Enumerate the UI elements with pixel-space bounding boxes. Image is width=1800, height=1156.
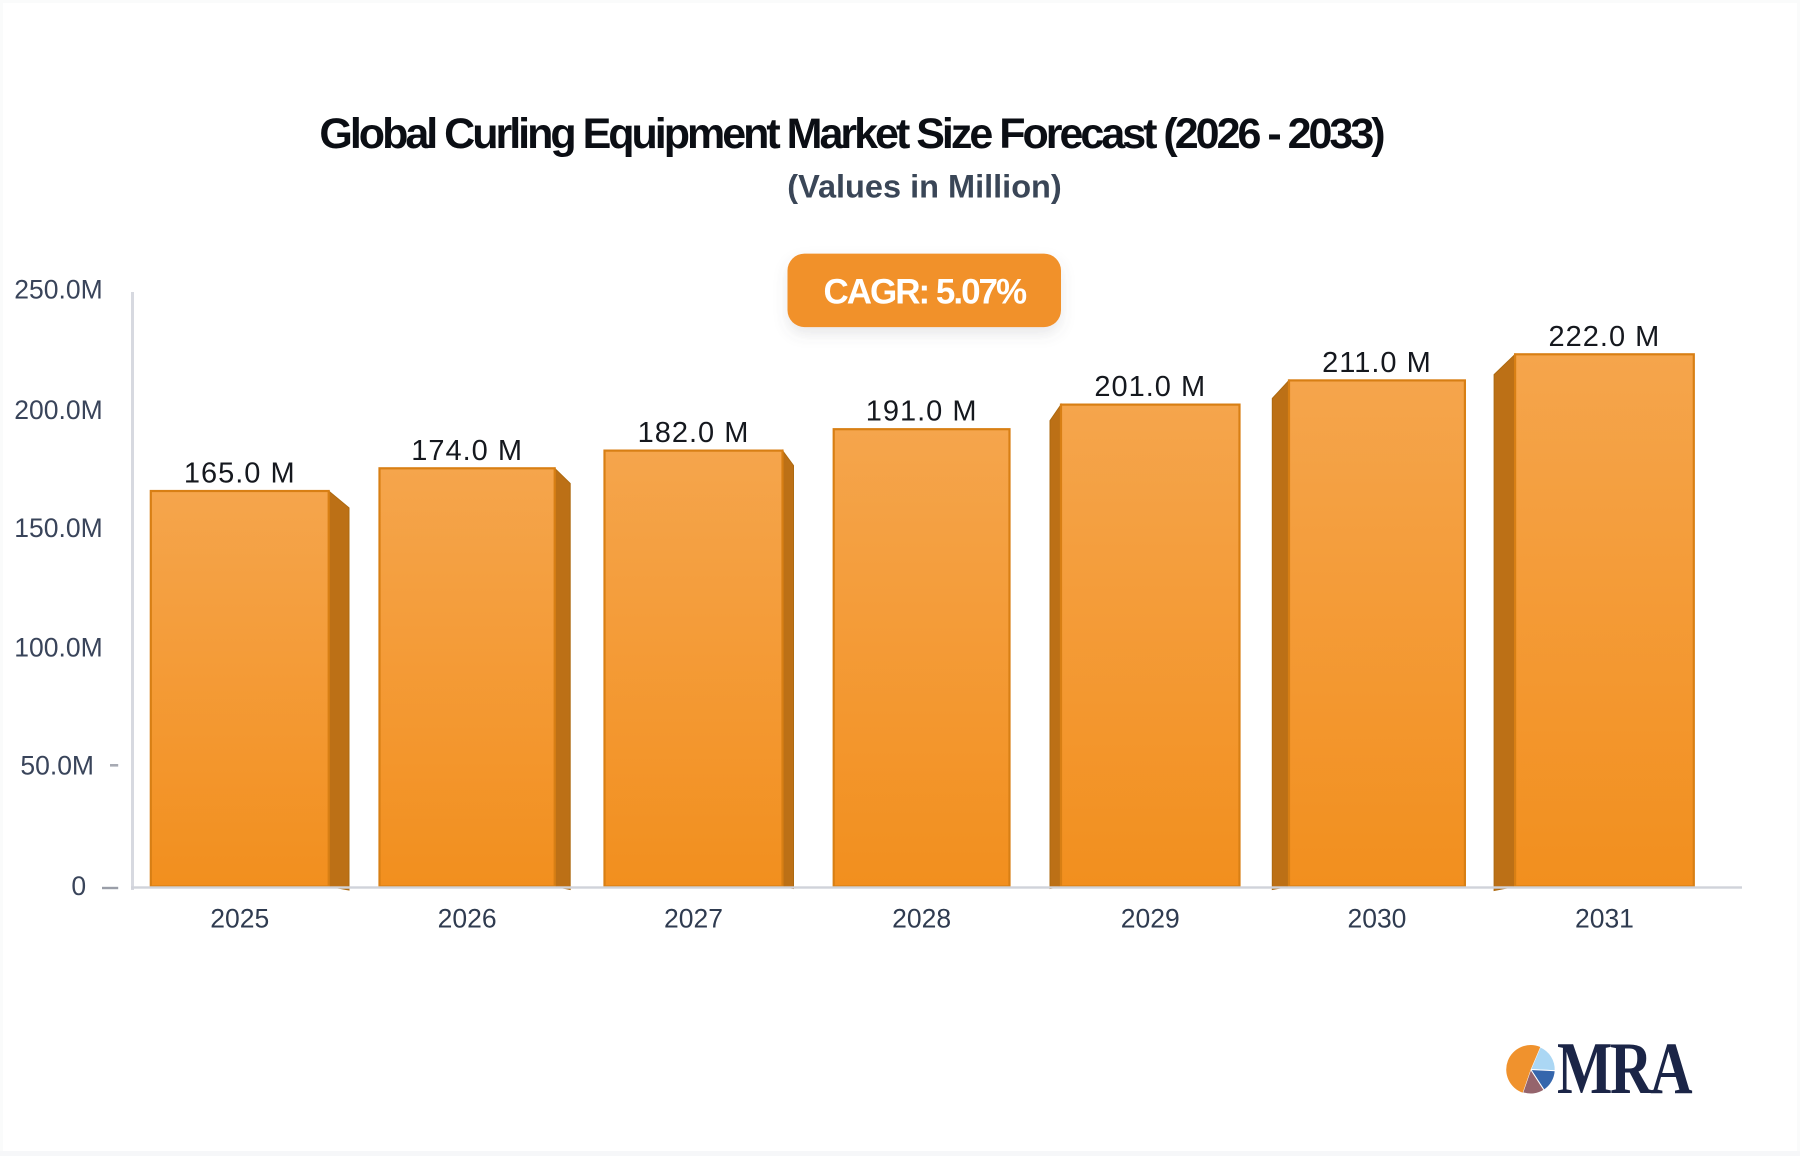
svg-text:(Values in Million): (Values in Million) — [787, 168, 1061, 204]
svg-text:50.0M: 50.0M — [20, 751, 94, 781]
svg-text:0: 0 — [71, 871, 86, 901]
svg-text:2025: 2025 — [210, 903, 269, 933]
svg-text:174.0 M: 174.0 M — [411, 435, 523, 467]
svg-text:Global Curling Equipment Marke: Global Curling Equipment Market Size For… — [319, 110, 1384, 158]
svg-text:CAGR: 5.07%: CAGR: 5.07% — [823, 273, 1027, 312]
svg-text:222.0 M: 222.0 M — [1549, 321, 1661, 353]
svg-text:182.0 M: 182.0 M — [638, 417, 750, 449]
svg-text:MRA: MRA — [1557, 1028, 1692, 1110]
svg-text:2029: 2029 — [1121, 903, 1180, 933]
svg-text:165.0 M: 165.0 M — [184, 458, 296, 490]
svg-text:201.0 M: 201.0 M — [1094, 371, 1206, 403]
svg-text:2027: 2027 — [664, 903, 723, 933]
svg-text:2030: 2030 — [1347, 903, 1406, 933]
svg-text:211.0 M: 211.0 M — [1322, 347, 1432, 379]
svg-text:2031: 2031 — [1575, 903, 1634, 933]
svg-text:250.0M: 250.0M — [14, 274, 102, 304]
svg-text:2028: 2028 — [892, 903, 951, 933]
svg-text:2026: 2026 — [438, 903, 497, 933]
svg-text:200.0M: 200.0M — [14, 395, 102, 425]
svg-text:100.0M: 100.0M — [14, 633, 102, 663]
svg-text:191.0 M: 191.0 M — [866, 396, 978, 428]
svg-text:150.0M: 150.0M — [14, 513, 102, 543]
